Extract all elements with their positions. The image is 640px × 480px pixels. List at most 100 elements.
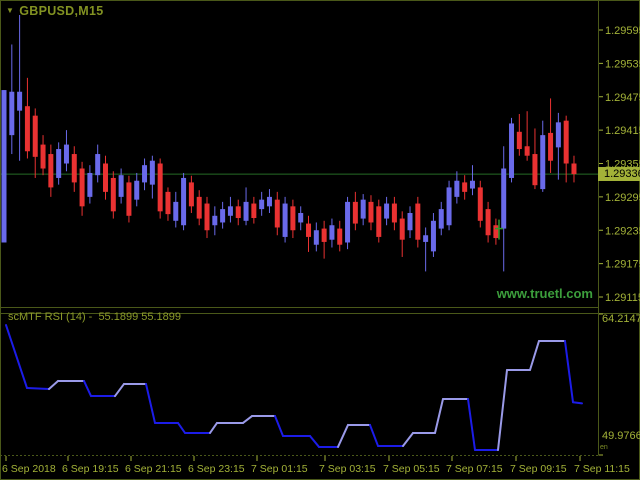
- candle-bull: [9, 91, 15, 136]
- rsi-line-segment: [572, 401, 583, 405]
- candle-bear: [399, 218, 405, 240]
- rsi-line-segment: [5, 324, 28, 390]
- corner-text: en: [600, 444, 608, 451]
- candle-bull: [501, 168, 507, 229]
- rsi-line-segment: [209, 421, 218, 434]
- candle-bear: [321, 228, 327, 242]
- time-axis-label: 6 Sep 2018: [2, 463, 56, 475]
- candle-bear: [32, 115, 38, 157]
- rsi-line-segment: [48, 379, 59, 391]
- rsi-line-segment: [309, 434, 320, 448]
- candle-bull: [149, 160, 155, 185]
- candle-bull: [95, 154, 101, 176]
- candle-bull: [243, 201, 249, 221]
- candle-bull: [17, 91, 23, 111]
- candle-bull: [212, 215, 218, 226]
- candle-bear: [157, 163, 163, 212]
- rsi-line-segment: [434, 398, 444, 434]
- price-axis-label: 1.29535: [605, 58, 640, 70]
- rsi-line-segment: [564, 339, 574, 404]
- candle-bull: [266, 196, 272, 207]
- candle-bull: [298, 213, 304, 223]
- price-axis-label: 1.29295: [605, 192, 640, 204]
- candle-bear: [462, 182, 468, 192]
- symbol-label-text: GBPUSD,M15: [19, 4, 104, 18]
- candle-bear: [524, 146, 530, 156]
- candle-bull: [63, 144, 69, 164]
- candle-bull: [118, 175, 124, 197]
- price-axis-label: 1.29595: [605, 25, 640, 37]
- candle-bull: [407, 213, 413, 231]
- candle-bull: [227, 206, 233, 216]
- indicator-name-label: scMTF RSI (14) - 55.1899 55.1899: [8, 311, 182, 323]
- rsi-line-segment: [369, 423, 379, 447]
- candle-bull: [220, 209, 226, 223]
- time-axis-label: 7 Sep 03:15: [319, 463, 376, 475]
- candle-bull: [1, 90, 7, 243]
- candle-bull: [446, 187, 452, 226]
- candle-bull: [282, 203, 288, 237]
- time-axis-label: 7 Sep 07:15: [446, 463, 503, 475]
- rsi-line-segment: [177, 421, 186, 434]
- candle-bull: [540, 135, 546, 190]
- candle-bull: [384, 203, 390, 219]
- rsi-line-segment: [497, 368, 508, 452]
- candle-bear: [306, 223, 312, 237]
- candle-bear: [165, 191, 171, 215]
- candle-bull: [56, 149, 62, 178]
- candle-bear: [368, 201, 374, 223]
- candle-bear: [48, 154, 54, 188]
- candle-bull: [173, 201, 179, 221]
- time-axis-label: 7 Sep 11:15: [574, 463, 630, 475]
- candle-bull: [423, 235, 429, 242]
- rsi-scale-min-label: 49.9766: [602, 430, 640, 442]
- candle-bear: [485, 209, 491, 236]
- candle-bear: [493, 225, 499, 239]
- candle-bear: [110, 177, 116, 212]
- candle-bull: [259, 199, 265, 210]
- candle-bear: [274, 199, 280, 228]
- candle-bear: [204, 203, 210, 231]
- candle-bear: [548, 132, 554, 161]
- rsi-line-segment: [114, 382, 125, 398]
- rsi-line-segment: [337, 423, 349, 448]
- candle-bull: [313, 230, 319, 245]
- candle-bear: [79, 168, 85, 207]
- candle-bull: [142, 165, 148, 183]
- candle-bull: [469, 180, 475, 189]
- time-axis-label: 6 Sep 23:15: [188, 463, 245, 475]
- watermark-link: www.truetl.com: [496, 286, 593, 301]
- rsi-scale-max-label: 64.2147: [602, 313, 640, 325]
- time-axis-label: 7 Sep 09:15: [510, 463, 567, 475]
- price-axis-label: 1.29115: [605, 292, 640, 304]
- rsi-line-segment: [467, 398, 476, 452]
- candle-bear: [337, 228, 343, 245]
- rsi-line-segment: [529, 339, 540, 371]
- rsi-line-segment: [145, 382, 156, 424]
- rsi-line-segment: [26, 387, 50, 391]
- candle-bear: [126, 182, 132, 216]
- candle-bull: [454, 180, 460, 197]
- candle-bull: [509, 123, 515, 178]
- rsi-line-segment: [242, 415, 253, 424]
- candle-bear: [563, 120, 569, 164]
- candle-bear: [516, 131, 522, 150]
- price-axis-label: 1.29475: [605, 92, 640, 104]
- price-axis-label: 1.29175: [605, 259, 640, 271]
- candle-bear: [391, 203, 397, 223]
- candle-bull: [345, 201, 351, 243]
- candle-bull: [87, 172, 93, 197]
- candle-bull: [329, 225, 335, 240]
- candle-bear: [352, 201, 358, 224]
- candle-bear: [571, 163, 577, 175]
- time-axis-label: 7 Sep 01:15: [251, 463, 308, 475]
- dropdown-triangle-icon: ▼: [6, 6, 15, 15]
- candle-bear: [40, 144, 46, 169]
- rsi-line-segment: [402, 431, 414, 447]
- candle-bear: [24, 106, 30, 152]
- candle-bull: [555, 122, 561, 148]
- candle-bull: [430, 220, 436, 252]
- candle-bear: [290, 206, 296, 231]
